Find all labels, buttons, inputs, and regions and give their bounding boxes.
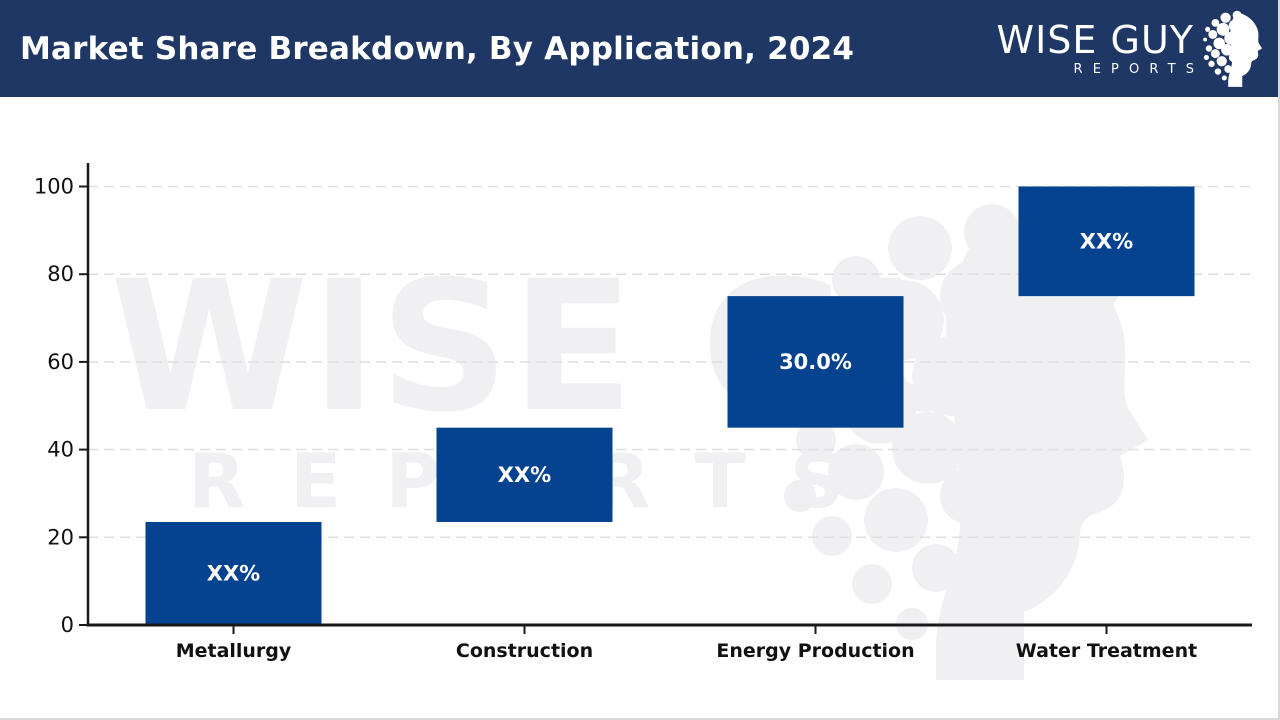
- chart-svg: XX% XX% 30.0% XX% 0 20 40 60 80 100 Metallurgy Cons…: [34, 163, 1252, 662]
- category-label: Metallurgy: [176, 640, 292, 662]
- y-tick-label: 40: [47, 438, 74, 462]
- category-label: Construction: [456, 640, 593, 662]
- bar-construction: [436, 427, 613, 522]
- y-tick-label: 0: [61, 613, 74, 637]
- bar-water-treatment: [1018, 186, 1195, 297]
- brand-logo-text: WISE GUY REPORTS: [997, 20, 1194, 77]
- wiseguy-face-icon: [1203, 10, 1263, 87]
- category-label: Water Treatment: [1016, 640, 1197, 662]
- watermark-letter: T: [694, 437, 746, 525]
- bar-value-label: XX%: [207, 561, 260, 585]
- bar-value-label: XX%: [498, 463, 551, 487]
- header-bar: Market Share Breakdown, By Application, …: [0, 0, 1278, 97]
- bar-value-label: 30.0%: [779, 350, 852, 374]
- bar-energy-production: [727, 296, 904, 428]
- brand-name: WISE GUY: [996, 18, 1194, 62]
- watermark-letter: E: [289, 437, 342, 525]
- page-title: Market Share Breakdown, By Application, …: [20, 30, 855, 67]
- y-tick-label: 60: [47, 350, 74, 374]
- y-tick-label: 80: [47, 262, 74, 286]
- y-tick-label: 20: [47, 525, 74, 549]
- category-label: Energy Production: [716, 640, 914, 662]
- bar-value-label: XX%: [1080, 229, 1133, 253]
- watermark-letter: R: [188, 437, 246, 525]
- watermark-letter: P: [385, 437, 441, 525]
- brand-subtitle: REPORTS: [1073, 62, 1205, 77]
- brand-logo: WISE GUY REPORTS: [997, 10, 1278, 87]
- bar-metallurgy: [145, 521, 322, 625]
- y-tick-label: 100: [34, 175, 74, 199]
